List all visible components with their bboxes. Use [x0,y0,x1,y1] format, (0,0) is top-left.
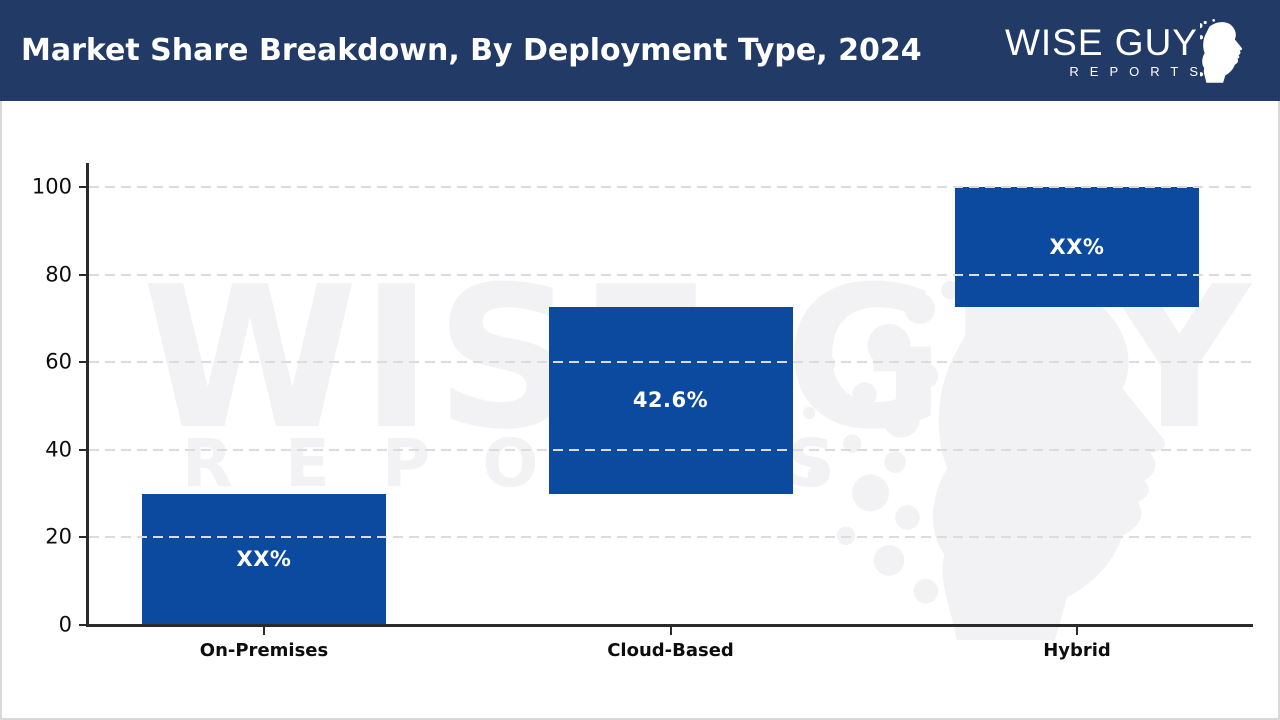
y-tick-mark-20 [79,536,86,539]
y-tick-label: 20 [45,524,72,549]
y-tick-mark-100 [79,186,86,188]
x-tick-label: Hybrid [1043,640,1111,661]
gridline-80 [89,273,1253,276]
x-axis-line [86,624,1253,627]
y-tick-label: 60 [45,349,72,374]
bar-value-label: XX% [1049,235,1105,259]
y-tick-mark-0 [79,624,86,626]
logo-wordmark: WISE GUY REPORTS [1005,24,1198,78]
bar-cloud-based: 42.6% [548,307,793,494]
y-tick-label: 0 [58,612,72,637]
gridline-60 [89,361,1253,364]
bar-value-label: 42.6% [632,388,709,413]
gridline-20 [89,536,1253,539]
header: Market Share Breakdown, By Deployment Ty… [0,0,1280,101]
gridline-100 [89,186,1253,188]
x-tick-label: On-Premises [199,640,329,661]
bar-value-label: XX% [236,547,292,572]
logo-wordmark-line2: REPORTS [1069,63,1209,79]
gridline-40 [89,448,1253,451]
bar-on-premises: XX% [142,493,386,625]
bar-hybrid: XX% [955,187,1199,307]
y-tick-label: 80 [45,262,72,287]
y-tick-mark-60 [79,361,86,364]
y-tick-mark-80 [79,273,86,276]
x-tick-mark-1 [669,627,672,635]
x-tick-mark-0 [263,627,265,635]
y-tick-mark-40 [79,448,86,451]
brand-logo: WISE GUY REPORTS [1005,0,1280,101]
y-tick-label: 100 [31,174,72,199]
x-tick-mark-2 [1076,627,1078,635]
y-tick-label: 40 [45,437,72,462]
x-tick-label: Cloud-Based [607,640,734,661]
logo-wordmark-line1: WISE GUY [1004,21,1198,63]
page-title: Market Share Breakdown, By Deployment Ty… [21,33,922,68]
y-axis-line [86,163,89,627]
